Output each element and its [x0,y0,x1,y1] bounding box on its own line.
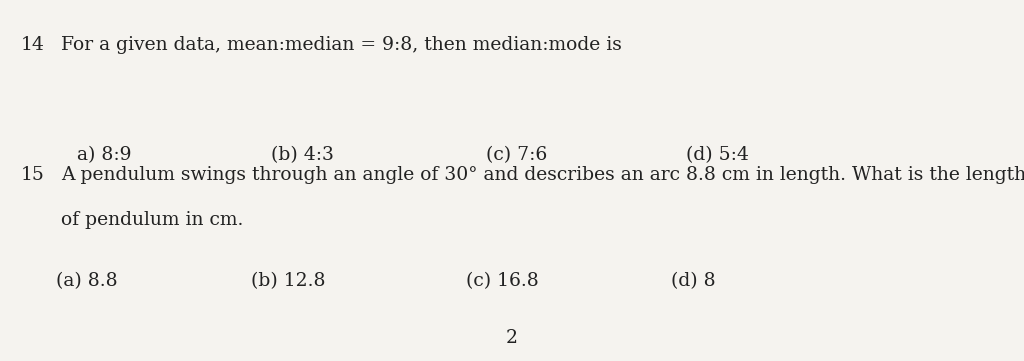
Text: of pendulum in cm.: of pendulum in cm. [61,211,244,229]
Text: (b) 12.8: (b) 12.8 [251,273,326,291]
Text: 14: 14 [20,36,44,54]
Text: A pendulum swings through an angle of 30° and describes an arc 8.8 cm in length.: A pendulum swings through an angle of 30… [61,166,1024,184]
Text: (c) 16.8: (c) 16.8 [466,273,539,291]
Text: (d) 8: (d) 8 [671,273,716,291]
Text: For a given data, mean:median = 9:8, then median:mode is: For a given data, mean:median = 9:8, the… [61,36,623,54]
Text: (a) 8.8: (a) 8.8 [56,273,118,291]
Text: 15: 15 [20,166,44,184]
Text: (d) 5:4: (d) 5:4 [686,146,749,164]
Text: (b) 4:3: (b) 4:3 [271,146,334,164]
Text: (c) 7:6: (c) 7:6 [486,146,548,164]
Text: 2: 2 [506,329,518,347]
Text: a) 8:9: a) 8:9 [77,146,131,164]
